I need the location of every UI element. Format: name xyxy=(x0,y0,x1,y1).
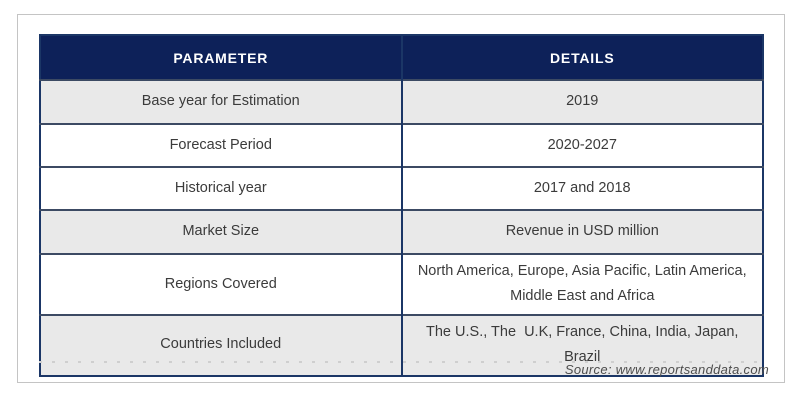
details-cell: The U.S., The U.K, France, China, India,… xyxy=(400,313,763,376)
parameter-cell: Base year for Estimation xyxy=(40,79,402,124)
table-row: Forecast Period 2020-2027 xyxy=(40,123,763,167)
column-header-parameter: PARAMETER xyxy=(40,35,402,80)
table-row: Historical year 2017 and 2018 xyxy=(40,166,763,210)
table-header-row: PARAMETER DETAILS xyxy=(40,35,763,80)
table-row: Regions Covered North America, Europe, As… xyxy=(40,253,763,315)
details-cell: 2017 and 2018 xyxy=(400,166,763,210)
parameter-cell: Regions Covered xyxy=(40,253,402,315)
parameter-cell: Forecast Period xyxy=(40,123,402,167)
parameter-cell: Countries Included xyxy=(40,313,402,376)
table-row: Base year for Estimation 2019 xyxy=(40,79,763,124)
parameter-cell: Historical year xyxy=(40,166,402,210)
column-header-details: DETAILS xyxy=(400,35,763,80)
report-scope-table: PARAMETER DETAILS Base year for Estimati… xyxy=(39,34,764,377)
table-row: Market Size Revenue in USD million xyxy=(40,209,763,254)
details-cell: 2019 xyxy=(400,79,763,124)
report-scope-panel: PARAMETER DETAILS Base year for Estimati… xyxy=(17,14,785,383)
dotted-divider xyxy=(39,361,764,363)
details-cell: North America, Europe, Asia Pacific, Lat… xyxy=(400,253,763,315)
details-cell: Revenue in USD million xyxy=(400,209,763,254)
details-cell: 2020-2027 xyxy=(400,123,763,167)
parameter-cell: Market Size xyxy=(40,209,402,254)
table-body: Base year for Estimation 2019 Forecast Per… xyxy=(40,79,763,376)
table-row: Countries Included The U.S., The U.K, Fra… xyxy=(40,313,763,376)
source-attribution: Source: www.reportsanddata.com xyxy=(564,362,769,377)
